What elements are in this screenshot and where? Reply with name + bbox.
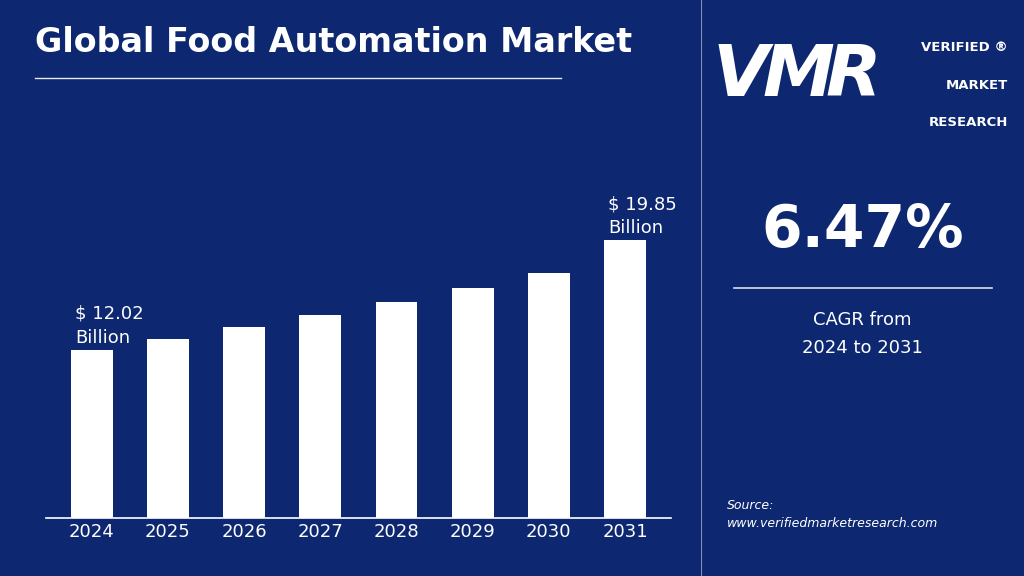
Bar [604,240,646,518]
Text: VERIFIED ®: VERIFIED ® [922,40,1008,54]
Bar [223,328,265,518]
Text: Global Food Automation Market: Global Food Automation Market [35,26,632,59]
Text: V: V [713,41,768,111]
Bar [452,288,494,518]
Text: CAGR from
2024 to 2031: CAGR from 2024 to 2031 [802,311,924,357]
Bar [528,273,569,518]
Text: R: R [825,41,881,111]
Text: $ 12.02
Billion: $ 12.02 Billion [75,305,143,347]
Text: Source:
www.verifiedmarketresearch.com: Source: www.verifiedmarketresearch.com [727,499,938,530]
Bar [376,302,418,518]
Text: MARKET: MARKET [945,79,1008,92]
Bar [299,315,341,518]
Text: RESEARCH: RESEARCH [929,116,1008,130]
Text: M: M [762,41,835,111]
Text: $ 19.85
Billion: $ 19.85 Billion [608,195,677,237]
Bar [71,350,113,518]
Bar [147,339,188,518]
Text: 6.47%: 6.47% [762,202,964,259]
